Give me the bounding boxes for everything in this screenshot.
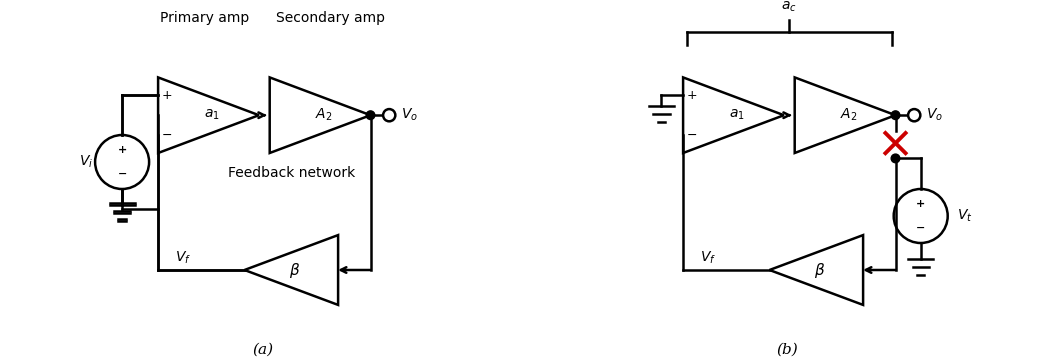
Text: +: + [916, 199, 925, 209]
Circle shape [891, 111, 900, 120]
Text: (b): (b) [777, 342, 798, 356]
Text: $a_c$: $a_c$ [781, 0, 797, 14]
Text: +: + [162, 89, 172, 102]
Circle shape [383, 109, 396, 121]
Circle shape [891, 154, 900, 163]
Text: Feedback network: Feedback network [228, 166, 355, 180]
Text: −: − [162, 129, 172, 141]
Text: $A_2$: $A_2$ [840, 107, 858, 123]
Text: $V_o$: $V_o$ [926, 107, 943, 123]
Text: Secondary amp: Secondary amp [276, 11, 385, 25]
Text: $\beta$: $\beta$ [814, 261, 825, 279]
Text: $\beta$: $\beta$ [289, 261, 300, 279]
Text: Primary amp: Primary amp [161, 11, 250, 25]
Text: $V_o$: $V_o$ [401, 107, 418, 123]
Text: $V_i$: $V_i$ [79, 154, 93, 170]
Text: $a_1$: $a_1$ [729, 108, 746, 122]
Text: $V_t$: $V_t$ [957, 208, 972, 224]
Text: $A_2$: $A_2$ [315, 107, 333, 123]
Text: (a): (a) [252, 342, 273, 356]
Text: −: − [687, 129, 697, 141]
Text: +: + [687, 89, 697, 102]
Circle shape [366, 111, 375, 120]
Text: $V_f$: $V_f$ [700, 249, 716, 266]
Text: $a_1$: $a_1$ [204, 108, 220, 122]
Text: $V_f$: $V_f$ [175, 249, 191, 266]
Text: −: − [118, 169, 127, 179]
Text: +: + [118, 145, 127, 155]
Text: −: − [916, 223, 925, 233]
Circle shape [908, 109, 921, 121]
